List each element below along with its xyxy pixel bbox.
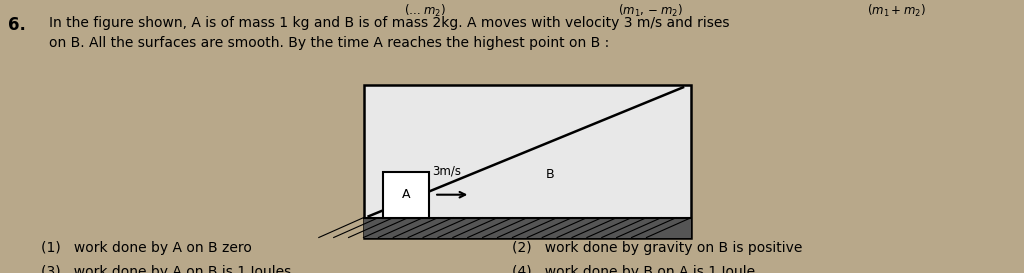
Text: In the figure shown, A is of mass 1 kg and B is of mass 2kg. A moves with veloci: In the figure shown, A is of mass 1 kg a… — [49, 16, 730, 51]
Bar — [364, 218, 691, 238]
Bar — [364, 85, 691, 238]
Text: 3m/s: 3m/s — [432, 164, 461, 177]
Text: $(m_1,-m_2)$: $(m_1,-m_2)$ — [617, 3, 683, 19]
Text: (2)   work done by gravity on B is positive: (2) work done by gravity on B is positiv… — [512, 241, 803, 255]
Text: A: A — [401, 188, 411, 201]
Text: (4)   work done by B on A is 1 Joule: (4) work done by B on A is 1 Joule — [512, 265, 755, 273]
Bar — [383, 172, 429, 218]
Text: $(m_1+m_2)$: $(m_1+m_2)$ — [866, 3, 926, 19]
Text: 6.: 6. — [8, 16, 26, 34]
Text: (1)   work done by A on B zero: (1) work done by A on B zero — [41, 241, 252, 255]
Text: $(\ldots\;m_2)$: $(\ldots\;m_2)$ — [403, 3, 446, 19]
Text: (3)   work done by A on B is 1 Joules: (3) work done by A on B is 1 Joules — [41, 265, 291, 273]
Text: B: B — [546, 168, 555, 181]
